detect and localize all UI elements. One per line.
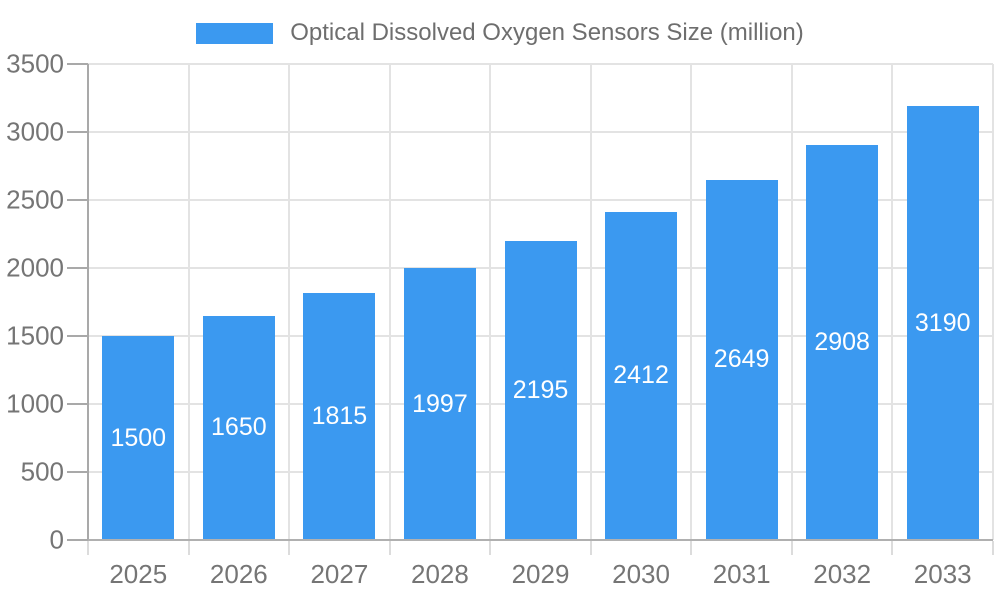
y-axis-label: 3000 [6, 116, 64, 147]
y-axis-line [87, 64, 89, 553]
x-axis-tick [489, 541, 492, 555]
x-axis-tick [87, 541, 89, 555]
x-axis-tick [790, 541, 793, 555]
y-axis-tick [67, 539, 88, 541]
x-axis-label-2029: 2029 [511, 559, 570, 589]
y-gridline [88, 131, 993, 133]
x-axis-tick [992, 541, 994, 555]
x-axis-label-2028: 2028 [411, 559, 469, 589]
y-gridline [88, 199, 993, 201]
bar-value-label: 1650 [211, 413, 267, 442]
y-axis-tick [67, 403, 88, 405]
x-gridline [589, 64, 592, 540]
x-axis-label-2033: 2033 [913, 559, 972, 589]
x-gridline [690, 64, 693, 540]
x-gridline [891, 64, 894, 540]
y-axis-tick [67, 63, 88, 65]
y-axis-label: 500 [20, 456, 64, 487]
bar-value-label: 1500 [110, 423, 167, 452]
x-gridline [288, 64, 291, 540]
bar-2032[interactable]: 2908 [806, 144, 879, 540]
x-axis-tick [891, 541, 894, 555]
y-axis-tick [67, 131, 88, 133]
x-axis-tick [690, 541, 693, 555]
chart-legend[interactable]: Optical Dissolved Oxygen Sensors Size (m… [0, 18, 1000, 48]
bar-value-label: 2412 [613, 361, 669, 390]
x-axis-label-2025: 2025 [109, 559, 168, 589]
y-axis-label: 3500 [6, 48, 64, 79]
x-axis-tick [187, 541, 190, 555]
bar-2033[interactable]: 3190 [906, 106, 979, 540]
bar-2026[interactable]: 1650 [202, 315, 275, 540]
bar-value-label: 2195 [512, 376, 569, 405]
x-axis-tick [589, 541, 592, 555]
y-axis-tick [67, 471, 88, 473]
bar-2029[interactable]: 2195 [504, 241, 577, 540]
plot-area: 1500 1650 1815 1997 2195 2412 2649 2908 3190 0 50… [6, 50, 994, 587]
y-axis-label: 1500 [6, 320, 64, 351]
y-axis-tick [67, 199, 88, 201]
bar-value-label: 2649 [713, 345, 770, 374]
x-axis-label-2026: 2026 [209, 559, 268, 589]
x-axis-label-2032: 2032 [813, 559, 872, 589]
y-axis-label: 0 [49, 524, 64, 555]
x-axis-tick [288, 541, 291, 555]
y-axis-tick [67, 335, 88, 337]
bar-2025[interactable]: 1500 [102, 336, 175, 540]
y-axis-label: 2000 [6, 252, 64, 283]
x-gridline [992, 64, 994, 540]
bar-2027[interactable]: 1815 [303, 293, 376, 540]
y-gridline [88, 63, 993, 65]
bar-value-label: 1815 [311, 402, 368, 431]
x-gridline [388, 64, 391, 540]
bar-2030[interactable]: 2412 [605, 211, 678, 540]
x-gridline [187, 64, 190, 540]
x-axis-line [88, 539, 993, 541]
x-axis-label-2030: 2030 [612, 559, 670, 589]
bar-2028[interactable]: 1997 [403, 268, 476, 540]
x-axis-label-2027: 2027 [310, 559, 369, 589]
legend-label: Optical Dissolved Oxygen Sensors Size (m… [290, 19, 804, 46]
y-axis-label: 2500 [6, 184, 64, 215]
x-gridline [790, 64, 793, 540]
y-axis-label: 1000 [6, 388, 64, 419]
bar-2031[interactable]: 2649 [705, 179, 778, 540]
bar-value-label: 2908 [814, 327, 870, 356]
y-axis-tick [67, 267, 88, 269]
x-axis-tick [388, 541, 391, 555]
bar-value-label: 1997 [412, 389, 468, 418]
bar-value-label: 3190 [914, 308, 971, 337]
x-axis-label-2031: 2031 [712, 559, 771, 589]
legend-swatch [196, 22, 274, 44]
x-gridline [489, 64, 492, 540]
